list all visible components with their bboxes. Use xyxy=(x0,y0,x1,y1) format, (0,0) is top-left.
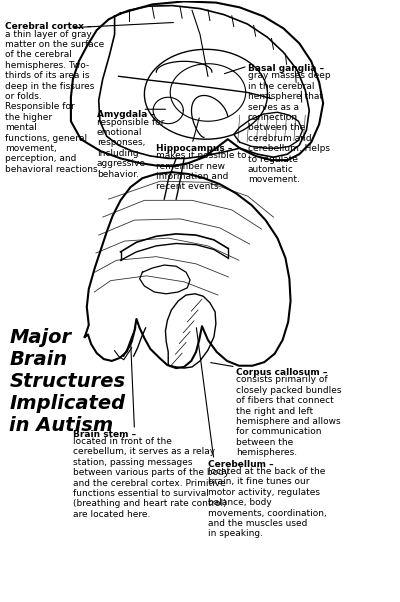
Text: Basal ganglia –: Basal ganglia – xyxy=(248,64,324,73)
Text: Corpus callosum –: Corpus callosum – xyxy=(236,368,327,377)
Text: responsible for
emotional
responses,
including
aggressive
behavior.: responsible for emotional responses, inc… xyxy=(97,117,164,179)
Text: Hippocampus –: Hippocampus – xyxy=(156,144,233,153)
Text: located in front of the
cerebellum, it serves as a relay
station, passing messag: located in front of the cerebellum, it s… xyxy=(73,437,229,519)
Text: Major
Brain
Structures
Implicated
in Autism: Major Brain Structures Implicated in Aut… xyxy=(9,328,126,435)
Text: a thin layer of gray
matter on the surface
of the cerebral
hemispheres. Two-
thi: a thin layer of gray matter on the surfa… xyxy=(5,29,105,174)
Text: gray masses deep
in the cerebral
hemisphere that
serves as a
connection
between : gray masses deep in the cerebral hemisph… xyxy=(248,72,330,184)
Text: Brain stem –: Brain stem – xyxy=(73,430,136,439)
Text: Cerebellum –: Cerebellum – xyxy=(208,460,274,469)
Text: makes it possible to
remember new
information and
recent events.: makes it possible to remember new inform… xyxy=(156,151,247,191)
Text: Amygdala –: Amygdala – xyxy=(97,110,155,119)
Text: consists primarily of
closely packed bundles
of fibers that connect
the right an: consists primarily of closely packed bun… xyxy=(236,375,341,457)
Text: Cerebral cortex –: Cerebral cortex – xyxy=(5,22,92,31)
Text: located at the back of the
brain, it fine tunes our
motor activity, regulates
ba: located at the back of the brain, it fin… xyxy=(208,467,327,538)
